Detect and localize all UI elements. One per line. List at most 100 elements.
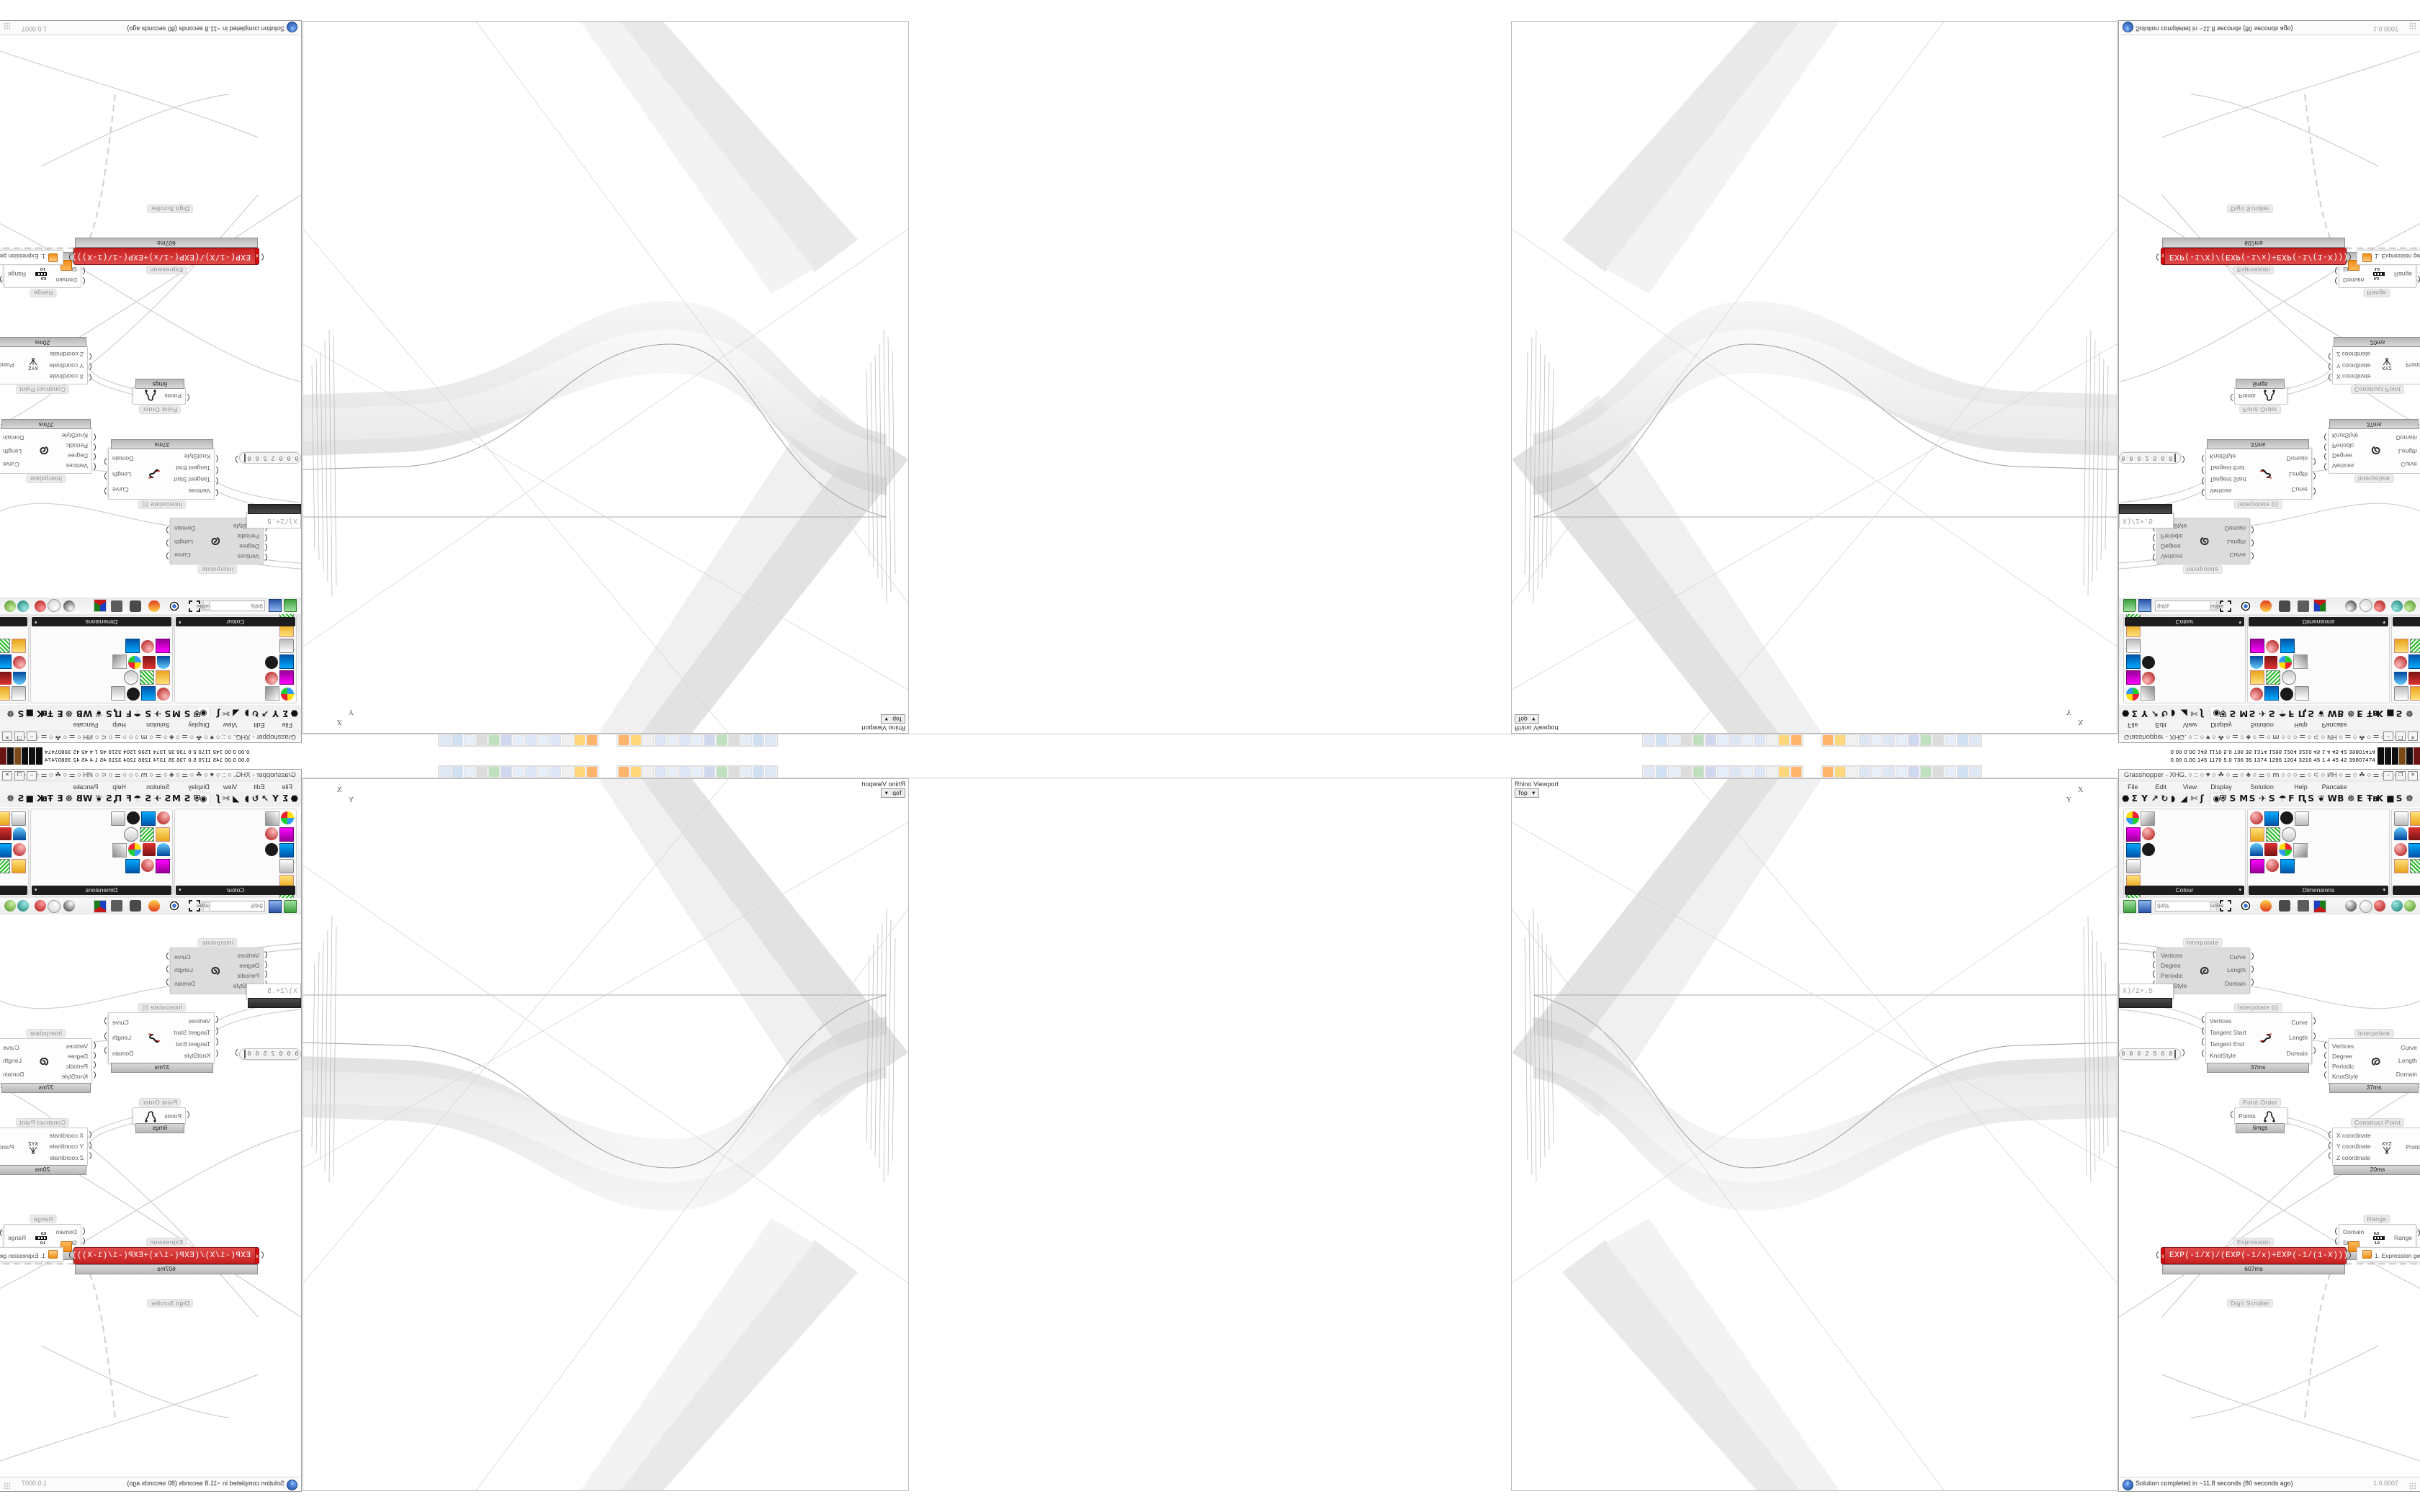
grasshopper-canvas[interactable]: Vertices Degree Periodic KnotStyle Curve Leng…: [0, 35, 301, 598]
port-grip[interactable]: [2311, 488, 2316, 495]
rhino-toolbar-icon-0-8[interactable]: [667, 766, 678, 778]
expression-body[interactable]: x EXP(-1/X)/(EXP(-1/x)+EXP(-1/(1-X))): [71, 1247, 259, 1264]
ribbon-component-icon-dimensions-9[interactable]: [128, 843, 141, 856]
port-grip[interactable]: [2231, 1111, 2236, 1117]
port-grip[interactable]: [0, 1229, 5, 1236]
rhino-toolbar-icon-1-0[interactable]: [586, 766, 598, 778]
render-mode-shaded-icon[interactable]: [2345, 900, 2357, 912]
tab-s6[interactable]: S: [17, 793, 24, 804]
tab-s5[interactable]: S: [105, 793, 112, 804]
zoom-extents-icon[interactable]: [2220, 900, 2231, 912]
flame-icon[interactable]: [2260, 900, 2272, 912]
input-port-1[interactable]: Degree: [239, 961, 259, 969]
gh-component-expression-node[interactable]: Expression x EXP(-1/X)/(EXP(-1/x)+EXP(-1/(…: [0, 238, 259, 274]
port-grip[interactable]: [166, 966, 171, 972]
gh-panel-expr-half[interactable]: X)/2+.5: [246, 513, 301, 528]
ribbon-component-icon-dimensions-1[interactable]: [141, 686, 156, 701]
output-port-0[interactable]: Curve: [3, 461, 19, 469]
zoom-extents-icon[interactable]: [189, 900, 200, 912]
input-port-3[interactable]: KnotStyle: [2210, 1051, 2236, 1059]
gh-component-range[interactable]: DomainSteps0.01.0Range1msRange: [4, 252, 81, 297]
port-grip[interactable]: [104, 488, 109, 495]
tab-kangaroo[interactable]: ⛨: [193, 708, 200, 719]
ribbon-component-icon-dimensions-5[interactable]: [140, 670, 154, 685]
ribbon-component-icon-graphics-0[interactable]: [12, 811, 26, 826]
ribbon-panel-label-graphics[interactable]: Graphics: [2393, 886, 2420, 895]
input-port-0[interactable]: Vertices: [2161, 553, 2183, 561]
render-mode-shaded-icon[interactable]: [63, 900, 75, 912]
port-grip[interactable]: [91, 444, 96, 451]
grasshopper-titlebar[interactable]: Grasshopper - XHG. ○ :: ○ ♥ ○ ☘ ○ ⚌ ○ ♣ …: [0, 729, 301, 742]
output-port-2[interactable]: Domain: [174, 980, 196, 988]
ribbon-component-icon-dimensions-6[interactable]: [124, 827, 138, 842]
ribbon-component-icon-colour-1[interactable]: [2141, 811, 2155, 826]
rhino-toolbar-icon-1-0[interactable]: [1822, 734, 1834, 746]
rhino-toolbar-icon-0-12[interactable]: [618, 766, 629, 778]
output-port-1[interactable]: Length: [3, 1057, 22, 1065]
grasshopper-window[interactable]: Grasshopper - XHG. ○ :: ○ ♥ ○ ☘ ○ ⚌ ○ ♣ …: [0, 769, 302, 1492]
ribbon-component-icon-colour-2[interactable]: [279, 827, 294, 842]
tab-bird[interactable]: ❦: [2318, 793, 2326, 804]
ribbon-component-icon-graphics-9[interactable]: [13, 656, 26, 669]
input-port-3[interactable]: KnotStyle: [2210, 453, 2236, 461]
rhino-toolbar-icon-0-6[interactable]: [691, 766, 703, 778]
rhino-toolbar-icon-1-11[interactable]: [452, 734, 463, 746]
rhino-toolbar-icon-0-11[interactable]: [630, 766, 642, 778]
rhino-toolbar-group-left[interactable]: [617, 765, 778, 778]
gh-component-point-order[interactable]: Points 6mgs Point Order: [2231, 1098, 2287, 1133]
port-grip[interactable]: [166, 953, 171, 959]
input-port-3[interactable]: KnotStyle: [184, 1051, 210, 1059]
output-port-1[interactable]: Length: [3, 447, 22, 455]
ribbon-component-icon-dimensions-9[interactable]: [2279, 656, 2292, 669]
tab-kangaroo[interactable]: ⛨: [2220, 793, 2227, 804]
tab-e[interactable]: E: [57, 708, 63, 719]
preview-quality-green-icon[interactable]: [2404, 900, 2416, 912]
render-mode-rendered-icon[interactable]: [2374, 900, 2385, 912]
tab-sets[interactable]: Υ: [272, 793, 279, 804]
port-grip[interactable]: [2324, 1052, 2329, 1058]
ribbon-component-icon-dimensions-0[interactable]: [2250, 811, 2263, 824]
grasshopper-titlebar[interactable]: Grasshopper - XHG. ○ :: ○ ♥ ○ ☘ ○ ⚌ ○ ♣ …: [2119, 770, 2420, 783]
ribbon-component-icon-dimensions-1[interactable]: [2264, 811, 2279, 826]
port-grip[interactable]: [184, 1111, 189, 1117]
tab-sets[interactable]: Υ: [2141, 708, 2148, 719]
rhino-toolbar-icon-1-9[interactable]: [476, 734, 488, 746]
close-button[interactable]: ✕: [2, 771, 12, 780]
rhino-toolbar-icon-0-0[interactable]: [1644, 734, 1655, 746]
expression-text[interactable]: EXP(-1/X)/(EXP(-1/x)+EXP(-1/(1-X))): [71, 1251, 251, 1260]
resize-grip[interactable]: [2409, 1482, 2416, 1490]
ribbon-component-icon-graphics-10[interactable]: [0, 654, 12, 669]
tab-maths[interactable]: Σ: [282, 708, 289, 719]
port-grip[interactable]: [213, 456, 218, 463]
slider-knob[interactable]: [2174, 1050, 2176, 1058]
ribbon-panel-graphics[interactable]: Graphics: [2391, 616, 2420, 703]
node-body[interactable]: Vertices Tangent Start Tangent End KnotStyl…: [108, 448, 215, 500]
rhino-toolbar-icon-0-9[interactable]: [1754, 734, 1765, 746]
input-port-2[interactable]: Z coordinate: [2336, 1153, 2371, 1161]
digit-1[interactable]: 0: [2128, 1050, 2136, 1058]
digit-5[interactable]: 6: [253, 454, 261, 462]
node-body[interactable]: X coordinate Y coordinate Z coordinate XYZ P…: [2332, 1128, 2420, 1166]
ribbon-component-icon-colour-6[interactable]: [279, 639, 294, 653]
rhino-toolbar-icon-1-4[interactable]: [537, 734, 549, 746]
tab-bird[interactable]: ❦: [94, 793, 102, 804]
gh-component-construct-point[interactable]: X coordinate Y coordinate Z coordinate XYZ P…: [2332, 1118, 2420, 1175]
floppy-disk-icon[interactable]: [269, 599, 282, 612]
input-port-2[interactable]: Periodic: [2161, 533, 2183, 541]
tab-curve[interactable]: ↻: [251, 708, 259, 719]
input-port-2[interactable]: Periodic: [2161, 971, 2183, 979]
output-port-2[interactable]: Domain: [2396, 433, 2417, 441]
port-grip[interactable]: [2329, 1142, 2334, 1148]
node-body[interactable]: Points: [2234, 387, 2287, 405]
ribbon-component-icon-dimensions-7[interactable]: [2250, 843, 2263, 856]
port-grip[interactable]: [2202, 1050, 2207, 1056]
zoom-level-input[interactable]: 94% \u25be: [197, 901, 265, 912]
port-grip[interactable]: [2311, 1047, 2316, 1053]
input-port-2[interactable]: Tangent End: [2210, 464, 2244, 472]
ribbon-panel-label-graphics[interactable]: Graphics: [2393, 617, 2420, 626]
ribbon-component-icon-dimensions-10[interactable]: [2293, 843, 2308, 858]
input-port-0[interactable]: Domain: [2343, 276, 2365, 284]
grasshopper-titlebar[interactable]: Grasshopper - XHG. ○ :: ○ ♥ ○ ☘ ○ ⚌ ○ ♣ …: [0, 770, 301, 783]
tab-curve[interactable]: ↻: [2161, 793, 2169, 804]
